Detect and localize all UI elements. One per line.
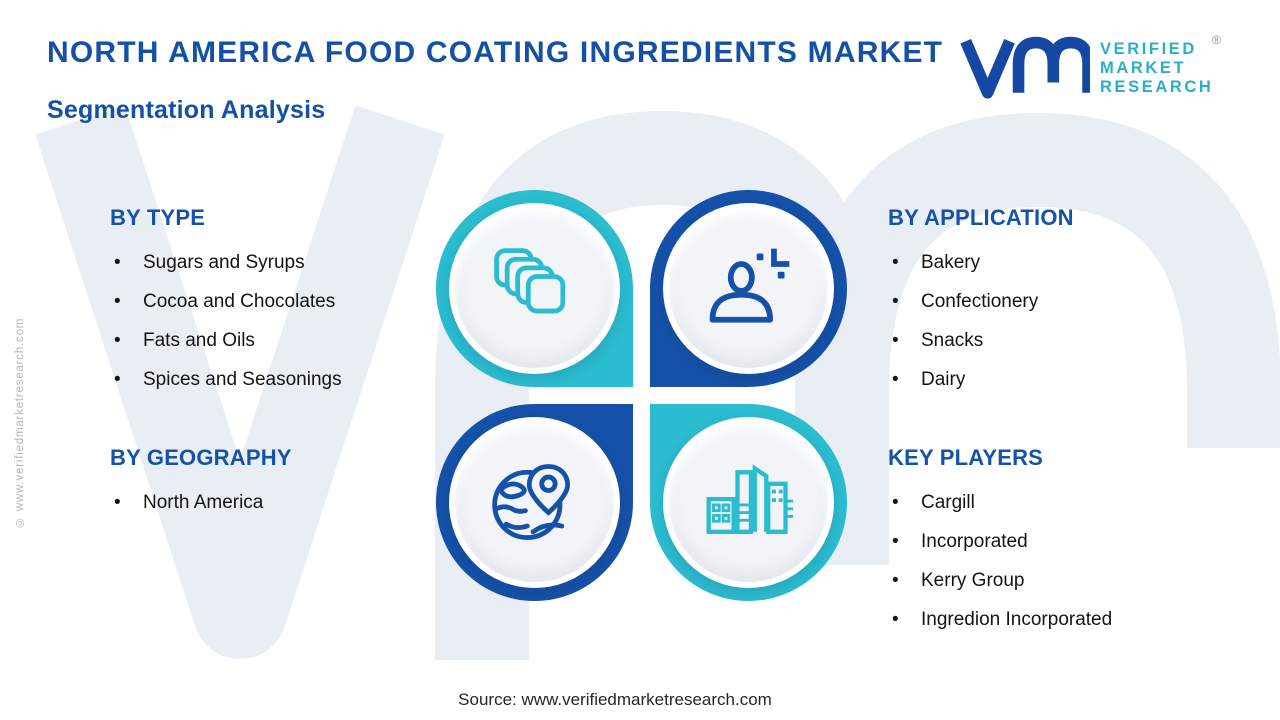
segmentation-diagram [436,190,847,601]
key-players-heading: KEY PLAYERS [888,445,1044,470]
list-item: Sugars and Syrups [110,251,450,275]
key-players-list: Cargill Incorporated Kerry Group Ingredion … [888,491,1228,632]
source-attribution: Source: www.verifiedmarketresearch.com [458,690,772,709]
logo-line-2: MARKET [1100,59,1187,77]
person-plus-icon [709,248,789,323]
quadrant-key-players [650,404,847,601]
city-buildings-icon [706,463,793,534]
page-title: NORTH AMERICA FOOD COATING INGREDIENTS M… [47,36,944,69]
list-item: Kerry Group [888,569,1228,593]
by-geography-heading: BY GEOGRAPHY [110,445,292,470]
logo-line-1: VERIFIED [1100,40,1197,58]
vmr-logo-wordmark: VERIFIED MARKET RESEARCH [1100,40,1213,97]
vmr-logo-icon [960,36,1090,99]
page-subtitle: Segmentation Analysis [47,96,326,124]
side-copyright-watermark: © www.verifiedmarketresearch.com [14,317,26,528]
vmr-logo: VERIFIED MARKET RESEARCH [958,34,1213,100]
quadrant-by-application [650,190,847,387]
list-item: Confectionery [888,290,1228,314]
by-type-heading: BY TYPE [110,205,206,230]
section-by-application: BY APPLICATION Bakery Confectionery Snacks… [888,204,1228,407]
list-item: Bakery [888,251,1228,275]
list-item: Fats and Oils [110,329,450,353]
quadrant-by-geography [436,404,633,601]
list-item: Dairy [888,368,1228,392]
list-item: Incorporated [888,530,1228,554]
by-type-list: Sugars and Syrups Cocoa and Chocolates Fat… [110,251,450,392]
list-item: North America [110,491,450,515]
section-key-players: KEY PLAYERS Cargill Incorporated Kerry Gro… [888,444,1228,647]
list-item: Ingredion Incorporated [888,608,1228,632]
logo-line-3: RESEARCH [1100,78,1214,96]
quadrant-by-type [436,190,633,387]
by-geography-list: North America [110,491,450,515]
section-by-geography: BY GEOGRAPHY North America [110,444,450,530]
section-by-type: BY TYPE Sugars and Syrups Cocoa and Choco… [110,204,450,407]
list-item: Cargill [888,491,1228,515]
list-item: Spices and Seasonings [110,368,450,392]
globe-location-pin-icon [491,463,570,540]
list-item: Snacks [888,329,1228,353]
by-application-list: Bakery Confectionery Snacks Dairy [888,251,1228,392]
stacked-squares-icon [493,247,565,313]
list-item: Cocoa and Chocolates [110,290,450,314]
registered-trademark-symbol: ® [1212,33,1221,47]
by-application-heading: BY APPLICATION [888,205,1074,230]
